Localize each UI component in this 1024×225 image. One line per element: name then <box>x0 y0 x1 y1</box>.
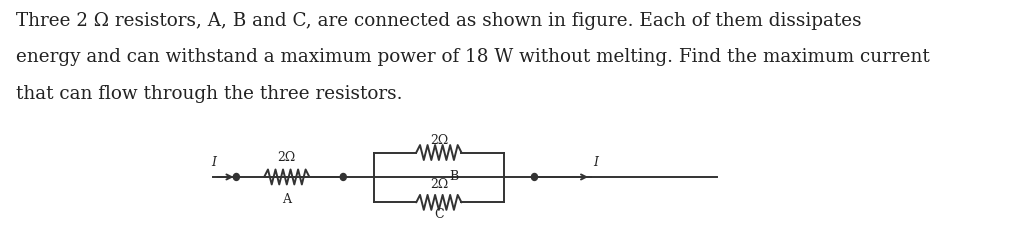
Text: I: I <box>211 156 216 169</box>
Text: B: B <box>450 170 459 183</box>
Text: 2Ω: 2Ω <box>278 151 296 164</box>
Text: C: C <box>434 208 443 221</box>
Text: that can flow through the three resistors.: that can flow through the three resistor… <box>15 85 402 103</box>
Text: 2Ω: 2Ω <box>430 134 447 146</box>
Text: A: A <box>283 193 291 206</box>
Circle shape <box>233 173 240 180</box>
Text: I: I <box>594 156 599 169</box>
Text: Three 2 Ω resistors, A, B and C, are connected as shown in figure. Each of them : Three 2 Ω resistors, A, B and C, are con… <box>15 12 861 30</box>
Text: energy and can withstand a maximum power of 18 W without melting. Find the maxim: energy and can withstand a maximum power… <box>15 48 930 66</box>
Text: 2Ω: 2Ω <box>430 178 447 191</box>
Circle shape <box>340 173 346 180</box>
Circle shape <box>531 173 538 180</box>
